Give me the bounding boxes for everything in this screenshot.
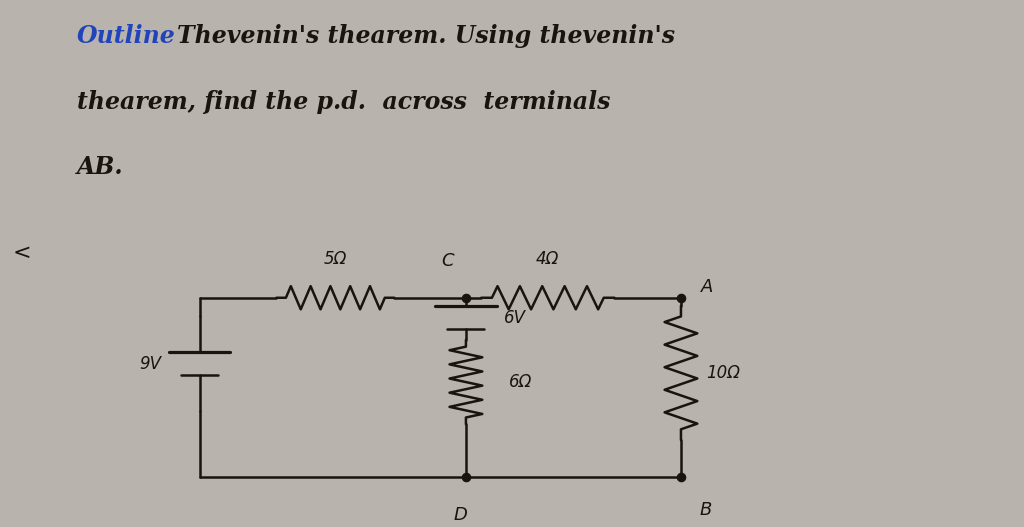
Text: 6V: 6V (504, 308, 526, 327)
Text: A: A (701, 278, 714, 296)
Point (458, 473, 474, 481)
Text: 4Ω: 4Ω (537, 249, 559, 268)
Point (673, 294, 689, 302)
Text: 9V: 9V (139, 355, 162, 373)
Text: C: C (441, 252, 454, 270)
Text: D: D (454, 506, 468, 524)
Point (458, 294, 474, 302)
Text: B: B (699, 501, 712, 519)
Text: 5Ω: 5Ω (324, 249, 347, 268)
Text: thearem, find the p.d.  across  terminals: thearem, find the p.d. across terminals (77, 90, 610, 114)
Text: Outline: Outline (77, 24, 175, 48)
Text: 6Ω: 6Ω (509, 373, 532, 391)
Point (673, 473, 689, 481)
Text: 10Ω: 10Ω (707, 364, 740, 382)
Text: <: < (12, 243, 31, 263)
Text: Thevenin's thearem. Using thevenin's: Thevenin's thearem. Using thevenin's (177, 24, 675, 48)
Text: AB.: AB. (77, 155, 124, 180)
